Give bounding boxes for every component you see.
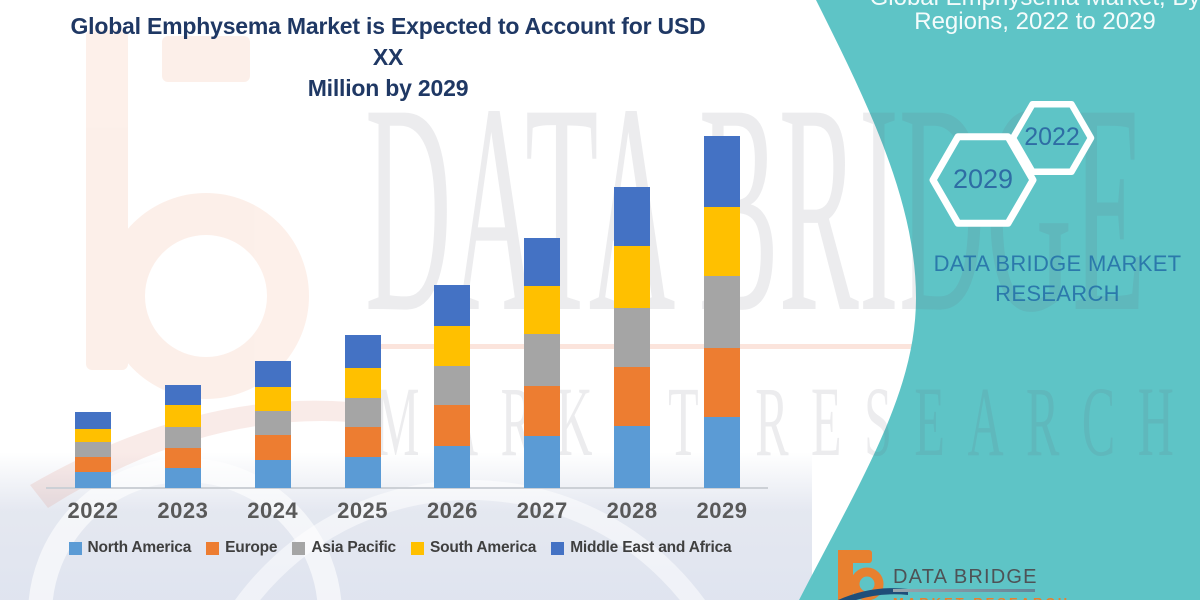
bar-segment-asia-pacific-2024 [254, 411, 291, 435]
bar-segment-south-america-2024 [254, 387, 291, 411]
x-axis-label-2024: 2024 [247, 498, 299, 523]
bar-segment-south-america-2025 [344, 368, 381, 398]
x-axis-label-2029: 2029 [696, 498, 748, 523]
panel-brand-line1: DATA BRIDGE MARKET [933, 251, 1182, 276]
bar-segment-south-america-2029 [703, 207, 740, 276]
panel-heading: Regions, 2022 to 2029 [914, 8, 1156, 35]
hexagon-2022-label: 2022 [1024, 123, 1080, 151]
legend-item-europe: Europe [206, 539, 278, 557]
bar-segment-europe-2022 [75, 457, 111, 472]
bar-segment-middle-east-and-africa-2028 [614, 187, 651, 246]
panel-heading-partial-line: Global Emphysema Market, By [850, 0, 1200, 12]
x-axis-label-2025: 2025 [337, 498, 389, 523]
data-bridge-logo-icon [838, 550, 908, 600]
legend-swatch [551, 541, 565, 555]
bar-segment-middle-east-and-africa-2024 [254, 361, 291, 387]
bar-segment-south-america-2027 [524, 286, 561, 334]
bar-segment-south-america-2022 [75, 429, 111, 442]
legend-swatch [410, 541, 424, 555]
bar-segment-asia-pacific-2029 [703, 276, 740, 348]
bar-segment-north-america-2022 [75, 472, 111, 488]
legend-swatch [206, 541, 220, 555]
bar-segment-asia-pacific-2028 [614, 308, 651, 367]
legend-label: Europe [225, 539, 278, 556]
chart-title-line2: Million by 2029 [307, 75, 469, 101]
legend-item-asia-pacific: Asia Pacific [292, 539, 396, 557]
bar-segment-asia-pacific-2023 [164, 427, 201, 448]
bar-segment-middle-east-and-africa-2027 [524, 238, 561, 286]
teal-panel-shape [799, 0, 1200, 600]
footer-brand-underline [893, 589, 1035, 592]
x-axis-line [46, 487, 768, 489]
x-axis-label-2026: 2026 [426, 498, 478, 523]
x-axis-label-2023: 2023 [157, 498, 209, 523]
bar-segment-south-america-2026 [434, 326, 471, 366]
legend-swatch [292, 541, 306, 555]
bar-segment-middle-east-and-africa-2029 [703, 136, 740, 207]
x-axis-label-2028: 2028 [606, 498, 658, 523]
legend-label: South America [429, 539, 537, 556]
legend-swatch [68, 541, 82, 555]
chart-title-line1: Global Emphysema Market is Expected to A… [70, 13, 706, 70]
legend-label: Middle East and Africa [570, 539, 732, 556]
legend-item-north-america: North America [68, 539, 192, 557]
bar-segment-asia-pacific-2027 [524, 334, 561, 386]
bar-segment-europe-2024 [254, 435, 291, 460]
legend-item-south-america: South America [410, 539, 537, 557]
hexagon-2022 [1009, 100, 1095, 176]
legend-label: North America [87, 539, 192, 556]
panel-brand-line2: RESEARCH [995, 281, 1120, 306]
bar-segment-asia-pacific-2026 [434, 366, 471, 405]
bar-segment-middle-east-and-africa-2026 [434, 285, 471, 326]
bar-segment-south-america-2023 [164, 405, 201, 427]
footer-brand-name: DATA BRIDGE [893, 566, 1038, 588]
bar-segment-north-america-2025 [344, 457, 381, 488]
hexagon-2029-label: 2029 [952, 164, 1014, 194]
bar-segment-south-america-2028 [614, 246, 651, 308]
bar-segment-europe-2026 [434, 405, 471, 446]
legend-label: Asia Pacific [311, 539, 396, 556]
bar-segment-europe-2028 [614, 367, 651, 426]
bar-segment-middle-east-and-africa-2023 [164, 385, 201, 405]
bar-segment-middle-east-and-africa-2022 [75, 412, 111, 429]
bar-segment-north-america-2027 [524, 436, 561, 488]
bar-segment-north-america-2026 [434, 446, 471, 488]
bar-segment-asia-pacific-2022 [75, 442, 111, 457]
panel-brand-text: DATA BRIDGE MARKET RESEARCH [880, 249, 1200, 309]
bar-segment-europe-2025 [344, 427, 381, 457]
bar-segment-north-america-2023 [164, 468, 201, 488]
swoosh-arc [235, 480, 705, 600]
watermark-text-market-research: MARKET RESEARCH [375, 366, 1197, 477]
bar-segment-north-america-2029 [703, 417, 740, 488]
chart-title: Global Emphysema Market is Expected to A… [58, 11, 718, 104]
bar-segment-europe-2023 [164, 448, 201, 468]
bar-segment-asia-pacific-2025 [344, 398, 381, 427]
bar-segment-middle-east-and-africa-2025 [344, 335, 381, 368]
legend-item-middle-east-and-africa: Middle East and Africa [551, 539, 732, 557]
x-axis-label-2022: 2022 [67, 498, 119, 523]
x-axis-label-2027: 2027 [516, 498, 568, 523]
chart-legend: North America Europe Asia Pacific South Ame… [30, 539, 770, 557]
bar-segment-europe-2027 [524, 386, 561, 436]
footer-sub-brand: MARKET RESEARCH [893, 595, 1070, 600]
bar-segment-north-america-2024 [254, 460, 291, 488]
bar-segment-north-america-2028 [614, 426, 651, 488]
bar-segment-europe-2029 [703, 348, 740, 417]
hexagon-2029 [929, 133, 1037, 227]
